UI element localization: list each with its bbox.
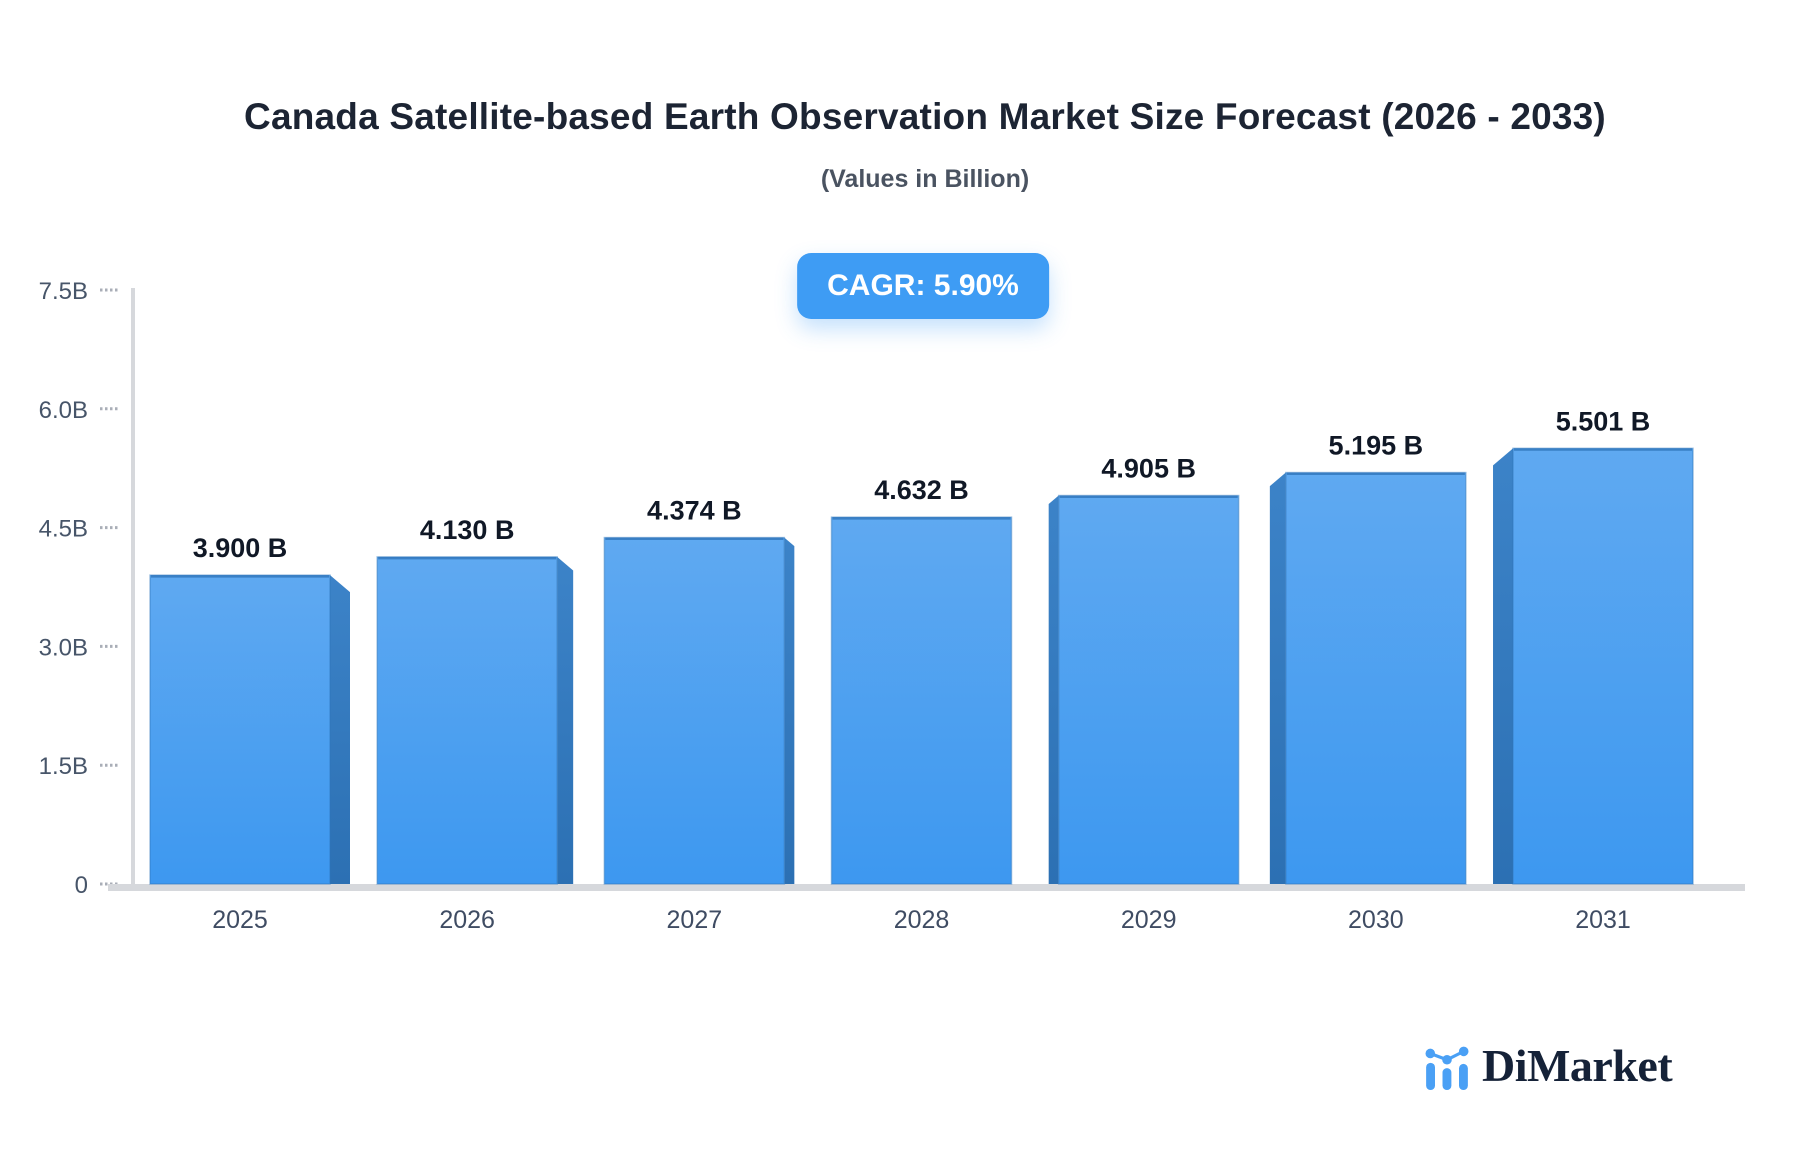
bar-2031: [1493, 447, 1694, 885]
bar-front-face: [149, 574, 331, 885]
bar-front-face: [1057, 494, 1240, 885]
y-tick-label: 6.0B: [39, 397, 88, 424]
bar-front-face: [1512, 447, 1694, 885]
bar-2029: [1048, 494, 1240, 885]
bar-value-label: 5.501 B: [1556, 406, 1651, 436]
y-tick-label: 4.5B: [39, 516, 88, 543]
bar-side-face: [1493, 448, 1514, 884]
bar-front-face: [1285, 471, 1467, 885]
y-tick-label: 0: [75, 872, 88, 899]
bar-front-face: [376, 556, 558, 885]
x-tick-label: 2029: [1121, 906, 1177, 934]
x-tick-label: 2026: [439, 906, 495, 934]
y-tick-label: 7.5B: [39, 278, 88, 305]
bar-front-face: [603, 536, 786, 885]
y-tick-label: 3.0B: [39, 634, 88, 661]
bar-2028: [830, 516, 1013, 885]
bar-front-face: [830, 516, 1013, 885]
x-tick-label: 2031: [1575, 906, 1631, 934]
bar-side-face: [330, 575, 350, 884]
bar-2025: [149, 574, 350, 885]
bar-value-label: 3.900 B: [193, 533, 288, 563]
y-axis-line: [131, 288, 135, 884]
bar-value-label: 4.130 B: [420, 515, 515, 545]
cagr-badge: CAGR: 5.90%: [797, 253, 1049, 319]
bar-side-face: [557, 556, 574, 884]
bar-side-face: [1048, 495, 1059, 884]
bar-side-face: [1269, 472, 1286, 884]
bar-value-label: 5.195 B: [1329, 431, 1424, 461]
bar-2027: [603, 536, 795, 885]
dimarket-logo-icon: [1425, 1046, 1469, 1090]
bar-value-label: 4.905 B: [1101, 454, 1196, 484]
x-tick-label: 2027: [667, 906, 723, 934]
bar-2026: [376, 556, 574, 885]
brand-name: DiMarket: [1482, 1040, 1673, 1091]
brand-logo: DiMarket: [1424, 1040, 1673, 1091]
chart-subtitle: (Values in Billion): [820, 165, 1030, 193]
x-tick-label: 2025: [212, 906, 268, 934]
chart-title: Canada Satellite-based Earth Observation…: [244, 96, 1606, 137]
y-tick-label: 1.5B: [39, 753, 88, 780]
x-tick-label: 2028: [894, 906, 950, 934]
bar-2030: [1269, 471, 1467, 885]
x-axis-line: [108, 884, 1745, 891]
x-tick-label: 2030: [1348, 906, 1404, 934]
bar-side-face: [784, 537, 795, 884]
bar-value-label: 4.632 B: [874, 475, 969, 505]
bar-value-label: 4.374 B: [647, 496, 742, 526]
